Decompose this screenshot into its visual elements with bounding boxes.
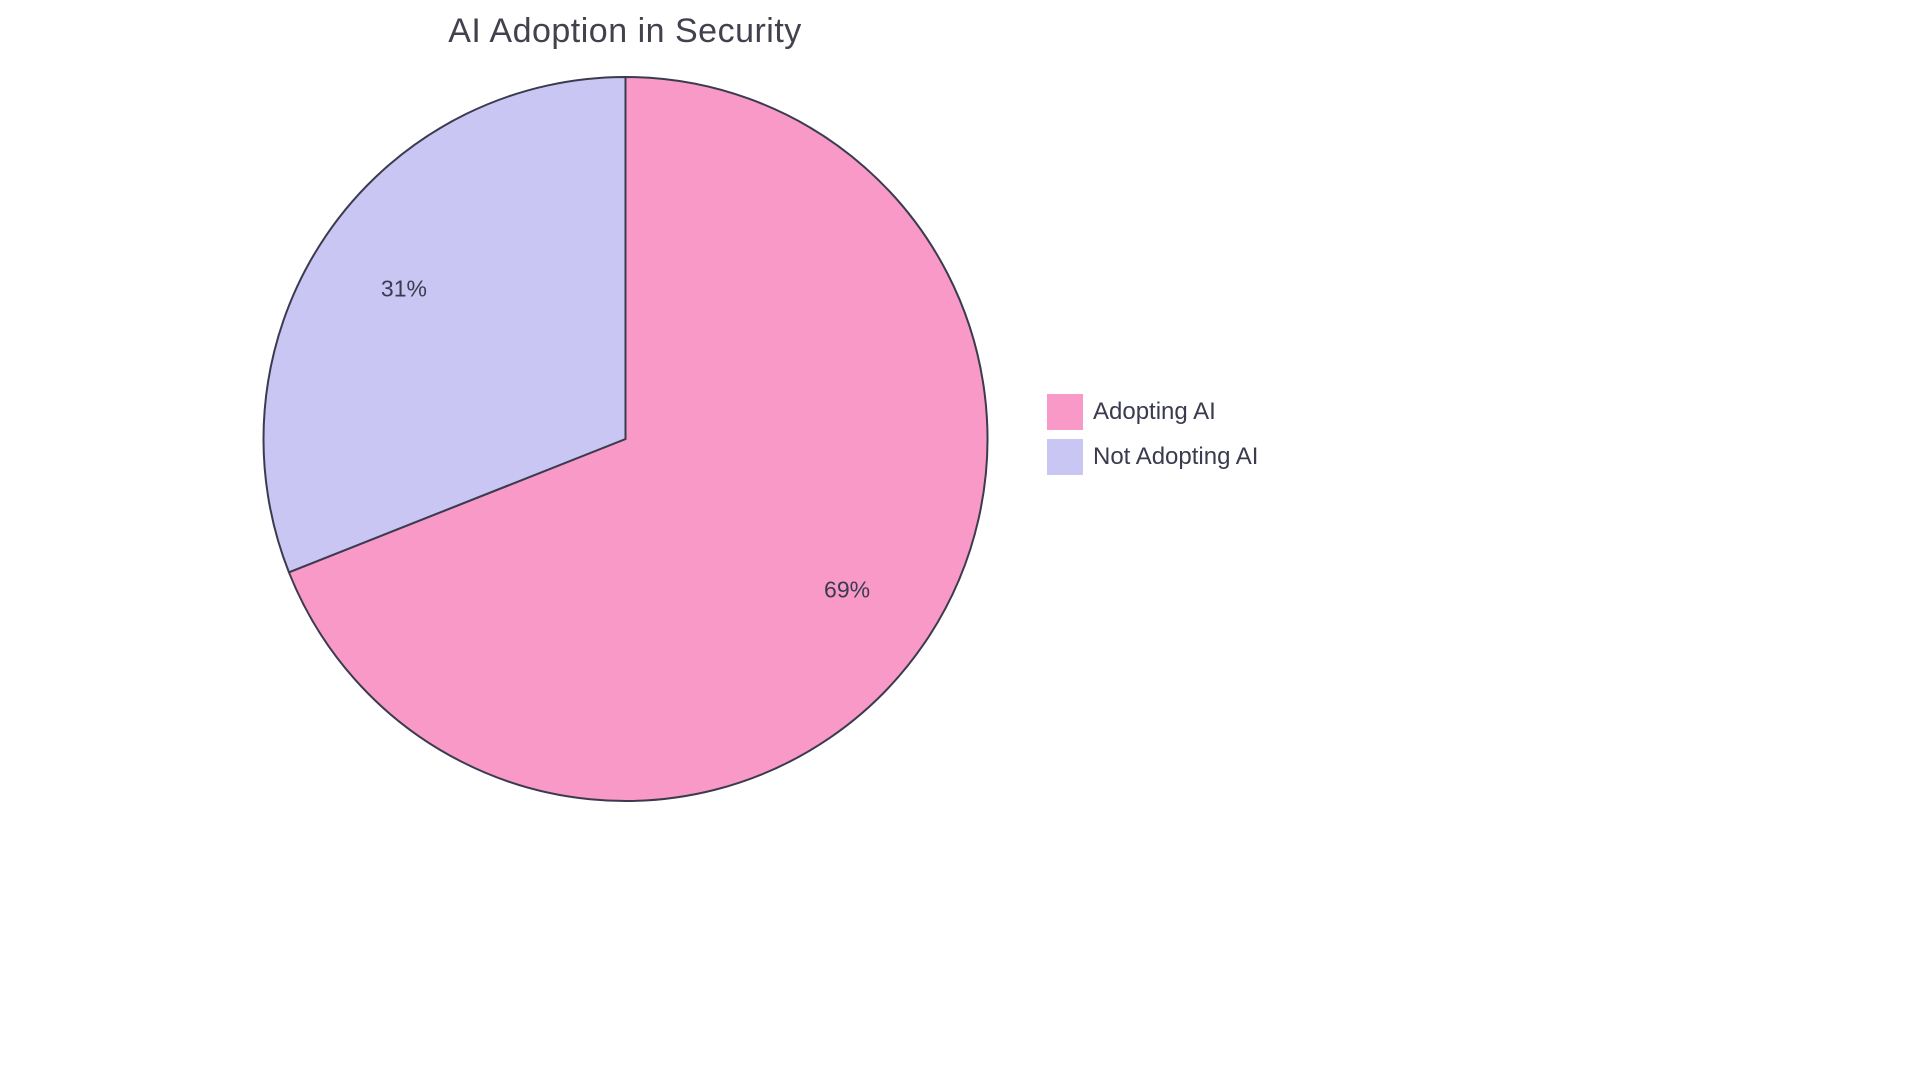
legend-swatch-not-adopting <box>1047 439 1083 475</box>
slice-label-1: 31% <box>381 275 427 301</box>
pie-chart: 69% 31% <box>262 76 989 802</box>
chart-title: AI Adoption in Security <box>448 12 802 50</box>
legend-item-not-adopting: Not Adopting AI <box>1047 439 1258 475</box>
legend-item-adopting: Adopting AI <box>1047 394 1258 430</box>
pie-slice-1 <box>262 76 627 574</box>
legend-label-adopting: Adopting AI <box>1093 398 1216 425</box>
legend-label-not-adopting: Not Adopting AI <box>1093 443 1259 470</box>
legend-swatch-adopting <box>1047 394 1083 430</box>
legend: Adopting AI Not Adopting AI <box>1047 394 1258 475</box>
pie-slice-0 <box>287 76 989 802</box>
slice-label-0: 69% <box>824 577 870 603</box>
